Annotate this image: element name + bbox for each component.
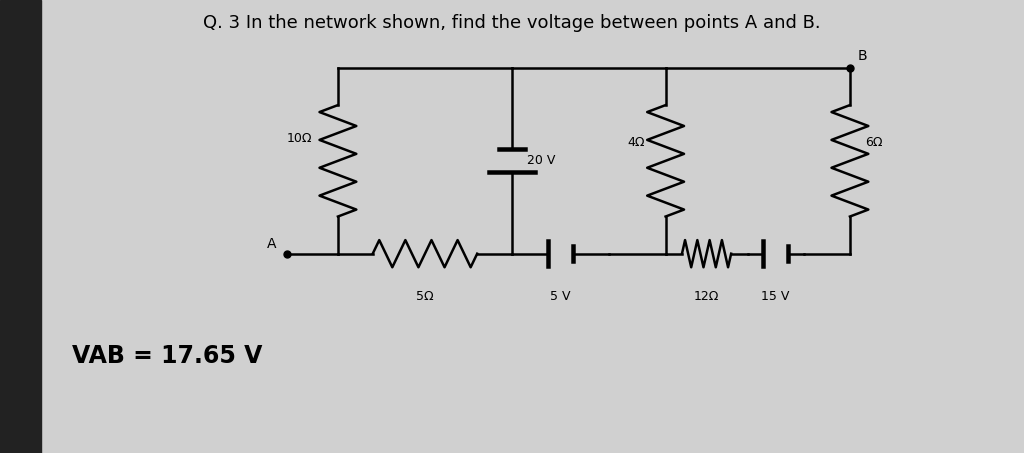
Text: 12Ω: 12Ω bbox=[694, 290, 719, 303]
Text: 20 V: 20 V bbox=[527, 154, 556, 167]
Text: Q. 3 In the network shown, find the voltage between points A and B.: Q. 3 In the network shown, find the volt… bbox=[203, 14, 821, 32]
Text: 5Ω: 5Ω bbox=[416, 290, 434, 303]
Text: B: B bbox=[858, 49, 867, 63]
Text: 4Ω: 4Ω bbox=[628, 136, 645, 149]
Text: A: A bbox=[267, 237, 276, 251]
Text: 10Ω: 10Ω bbox=[287, 132, 312, 145]
Text: VAB = 17.65 V: VAB = 17.65 V bbox=[72, 344, 262, 368]
Text: 6Ω: 6Ω bbox=[865, 136, 883, 149]
Text: 15 V: 15 V bbox=[762, 290, 790, 303]
Text: 5 V: 5 V bbox=[550, 290, 571, 303]
Bar bbox=[0, 0, 41, 453]
